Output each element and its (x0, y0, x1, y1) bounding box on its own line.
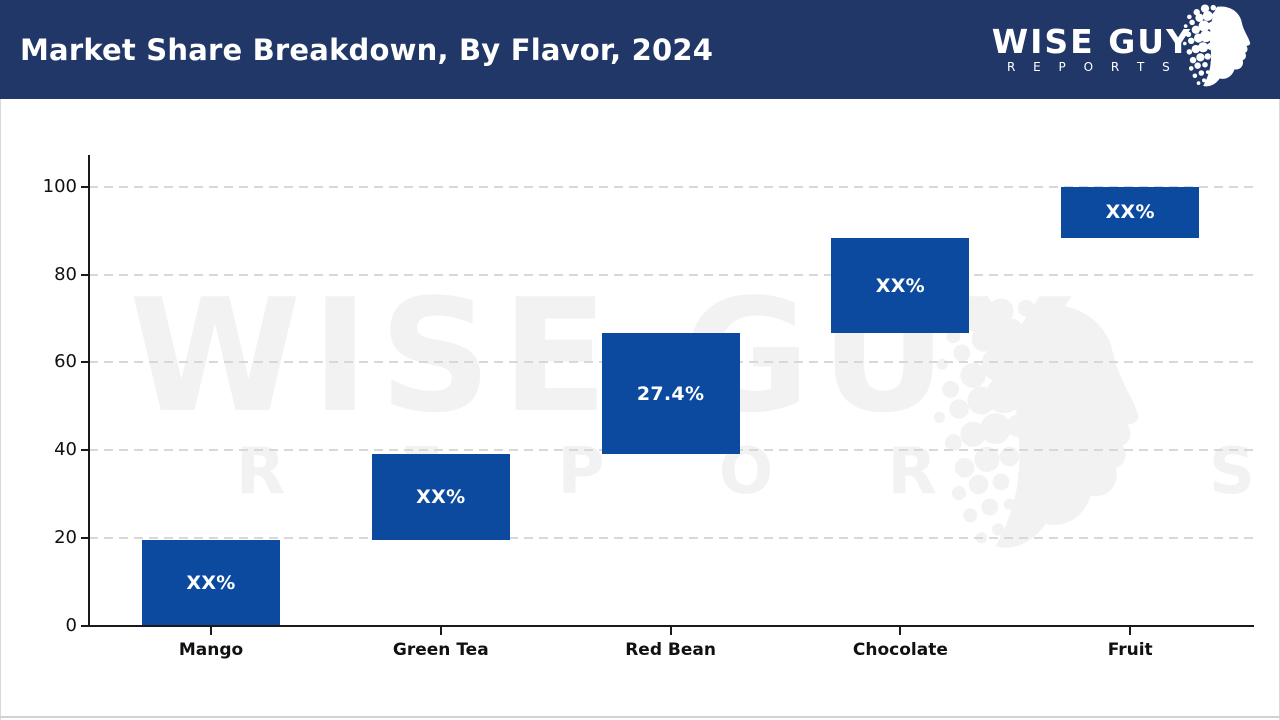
y-tick-label-0: 0 (65, 615, 77, 636)
wiseguy-logo-text: WISE GUY R E P O R T S (992, 25, 1192, 73)
bar-value-label: XX% (1105, 201, 1155, 224)
x-tick-label-green-tea: Green Tea (392, 640, 489, 660)
gridline-20 (89, 537, 1254, 540)
y-axis (88, 155, 90, 627)
x-tick-1 (439, 627, 442, 635)
bar-fruit: XX% (1061, 186, 1200, 238)
bar-green-tea: XX% (371, 453, 510, 541)
bar-value-label: XX% (416, 486, 466, 509)
bar-chocolate: XX% (831, 237, 970, 334)
wiseguy-face-icon (1180, 4, 1276, 96)
y-tick-100 (81, 185, 89, 188)
x-tick-label-mango: Mango (178, 640, 244, 660)
x-tick-label-chocolate: Chocolate (852, 640, 948, 660)
page-title: Market Share Breakdown, By Flavor, 2024 (20, 32, 714, 67)
y-tick-label-20: 20 (54, 527, 77, 549)
watermark-face-icon (931, 222, 1211, 652)
y-tick-60 (81, 361, 89, 364)
y-tick-label-100: 100 (42, 175, 77, 197)
bar-value-label: 27.4% (636, 382, 705, 405)
y-tick-label-60: 60 (54, 351, 77, 373)
x-tick-label-fruit: Fruit (1107, 640, 1153, 660)
wiseguy-logo-subtitle: R E P O R T S (1006, 60, 1177, 75)
y-tick-80 (81, 273, 89, 276)
y-tick-label-80: 80 (54, 263, 77, 285)
header: Market Share Breakdown, By Flavor, 2024 … (0, 0, 1280, 99)
bottom-divider (0, 716, 1280, 718)
wiseguy-logo: WISE GUY R E P O R T S (992, 4, 1276, 96)
x-tick-0 (210, 627, 212, 635)
gridline-80 (89, 273, 1254, 276)
bar-value-label: XX% (875, 274, 926, 297)
gridline-100 (89, 185, 1254, 188)
x-tick-label-red-bean: Red Bean (625, 640, 716, 660)
bar-value-label: XX% (186, 572, 236, 595)
x-tick-2 (669, 627, 672, 635)
x-tick-4 (1129, 627, 1132, 635)
y-tick-40 (81, 449, 89, 452)
y-tick-20 (81, 537, 89, 540)
x-tick-3 (899, 627, 902, 635)
x-axis (81, 625, 1254, 627)
y-tick-label-40: 40 (54, 439, 77, 461)
wiseguy-logo-wordmark: WISE GUY (991, 22, 1192, 62)
bar-mango: XX% (142, 540, 280, 626)
bar-red-bean: 27.4% (601, 333, 740, 454)
